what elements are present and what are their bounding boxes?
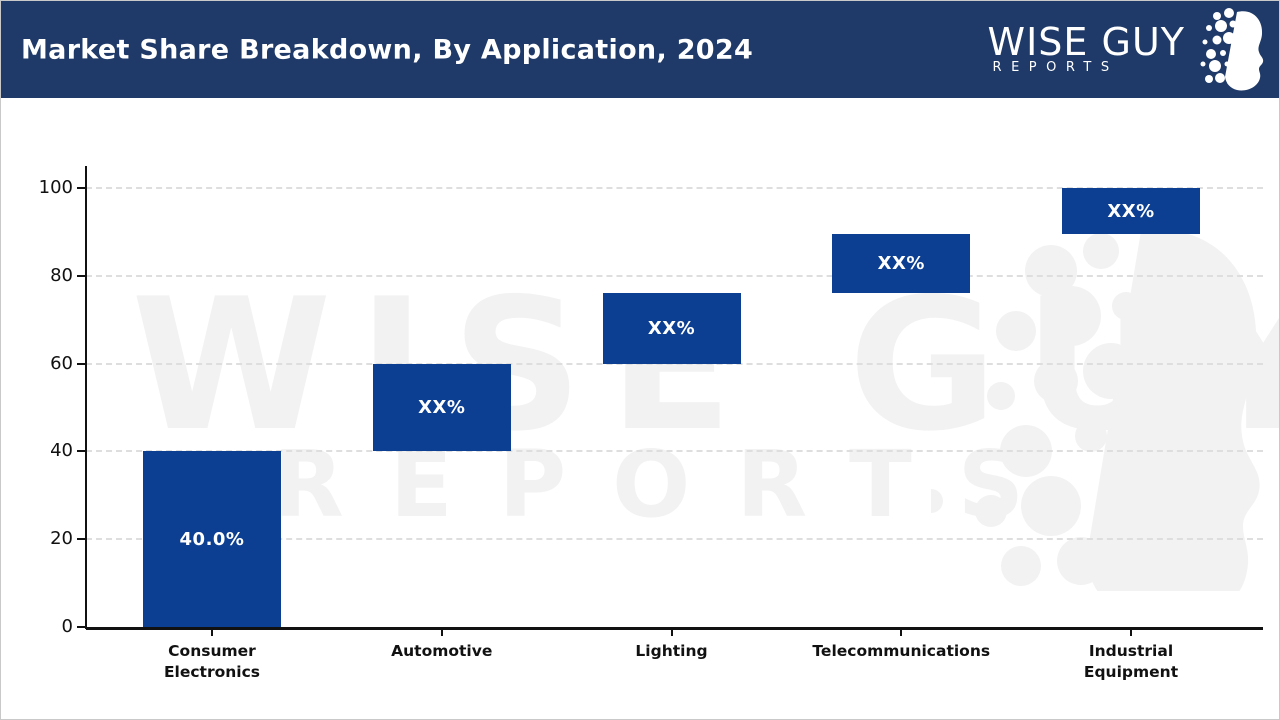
bar-telecommunications: XX% — [832, 234, 971, 294]
gridline-100 — [86, 187, 1263, 189]
category-label-telecommunications: Telecommunications — [785, 641, 1017, 662]
y-tick-label-20: 20 — [50, 528, 73, 550]
logo-head-icon — [1200, 8, 1264, 91]
bar-value-label: XX% — [418, 396, 466, 418]
gridline-80 — [86, 274, 1263, 277]
bar-automotive: XX% — [372, 363, 511, 452]
x-tick-mark-0 — [211, 627, 213, 636]
y-tick-mark-60 — [77, 362, 86, 365]
bar-consumer-electronics: 40.0% — [143, 451, 281, 627]
y-tick-label-100: 100 — [38, 177, 73, 198]
gridline-20 — [86, 538, 1263, 541]
bar-industrial-equipment: XX% — [1062, 188, 1200, 235]
logo-reports-label: REPORTS — [992, 60, 1119, 76]
category-label-line: Equipment — [1083, 662, 1179, 681]
watermark-head-icon — [931, 229, 1260, 591]
gridline-40 — [86, 450, 1263, 453]
category-label-line: Automotive — [391, 642, 493, 660]
y-tick-label-80: 80 — [50, 264, 73, 286]
page-title: Market Share Breakdown, By Application, … — [21, 34, 754, 65]
bar-value-label: 40.0% — [179, 528, 245, 550]
y-axis-line — [84, 166, 87, 629]
y-tick-mark-100 — [77, 187, 86, 189]
x-tick-mark-4 — [1130, 627, 1132, 636]
category-label-line: Consumer — [168, 642, 256, 660]
y-tick-label-40: 40 — [50, 440, 73, 462]
x-tick-mark-1 — [440, 627, 443, 636]
category-label-line: Electronics — [163, 662, 261, 681]
category-label-automotive: Automotive — [326, 641, 558, 662]
bar-value-label: XX% — [877, 253, 925, 275]
category-label-consumer-electronics: Consumer Electronics — [96, 641, 328, 683]
x-axis-line — [86, 627, 1263, 630]
y-tick-mark-20 — [77, 538, 86, 541]
category-label-line: Industrial — [1088, 642, 1174, 660]
logo-text: WISE GUY REPORTS — [987, 19, 1185, 76]
y-tick-label-60: 60 — [50, 352, 73, 374]
category-label-industrial-equipment: Industrial Equipment — [1015, 641, 1247, 683]
y-tick-label-0: 0 — [61, 616, 73, 637]
category-label-line: Telecommunications — [812, 642, 991, 660]
chart-plot-area: 0 20 40 60 80 100 40.0% XX% XX% XX% XX% Consumer Ele… — [1, 98, 1279, 719]
bar-lighting: XX% — [602, 293, 741, 364]
category-label-line: Lighting — [635, 642, 708, 660]
bar-value-label: XX% — [647, 317, 696, 339]
category-label-lighting: Lighting — [556, 641, 788, 662]
x-tick-mark-3 — [900, 627, 903, 636]
bar-value-label: XX% — [1107, 200, 1155, 222]
y-tick-mark-40 — [77, 450, 86, 453]
x-tick-mark-2 — [670, 627, 673, 636]
wise-guy-reports-logo: WISE GUY REPORTS — [988, 6, 1265, 92]
header-bar: Market Share Breakdown, By Application, … — [1, 1, 1279, 98]
y-tick-mark-80 — [77, 274, 86, 277]
gridline-60 — [86, 362, 1263, 365]
y-tick-mark-0 — [77, 626, 86, 628]
logo-wise-guy-label: WISE GUY — [987, 19, 1185, 64]
